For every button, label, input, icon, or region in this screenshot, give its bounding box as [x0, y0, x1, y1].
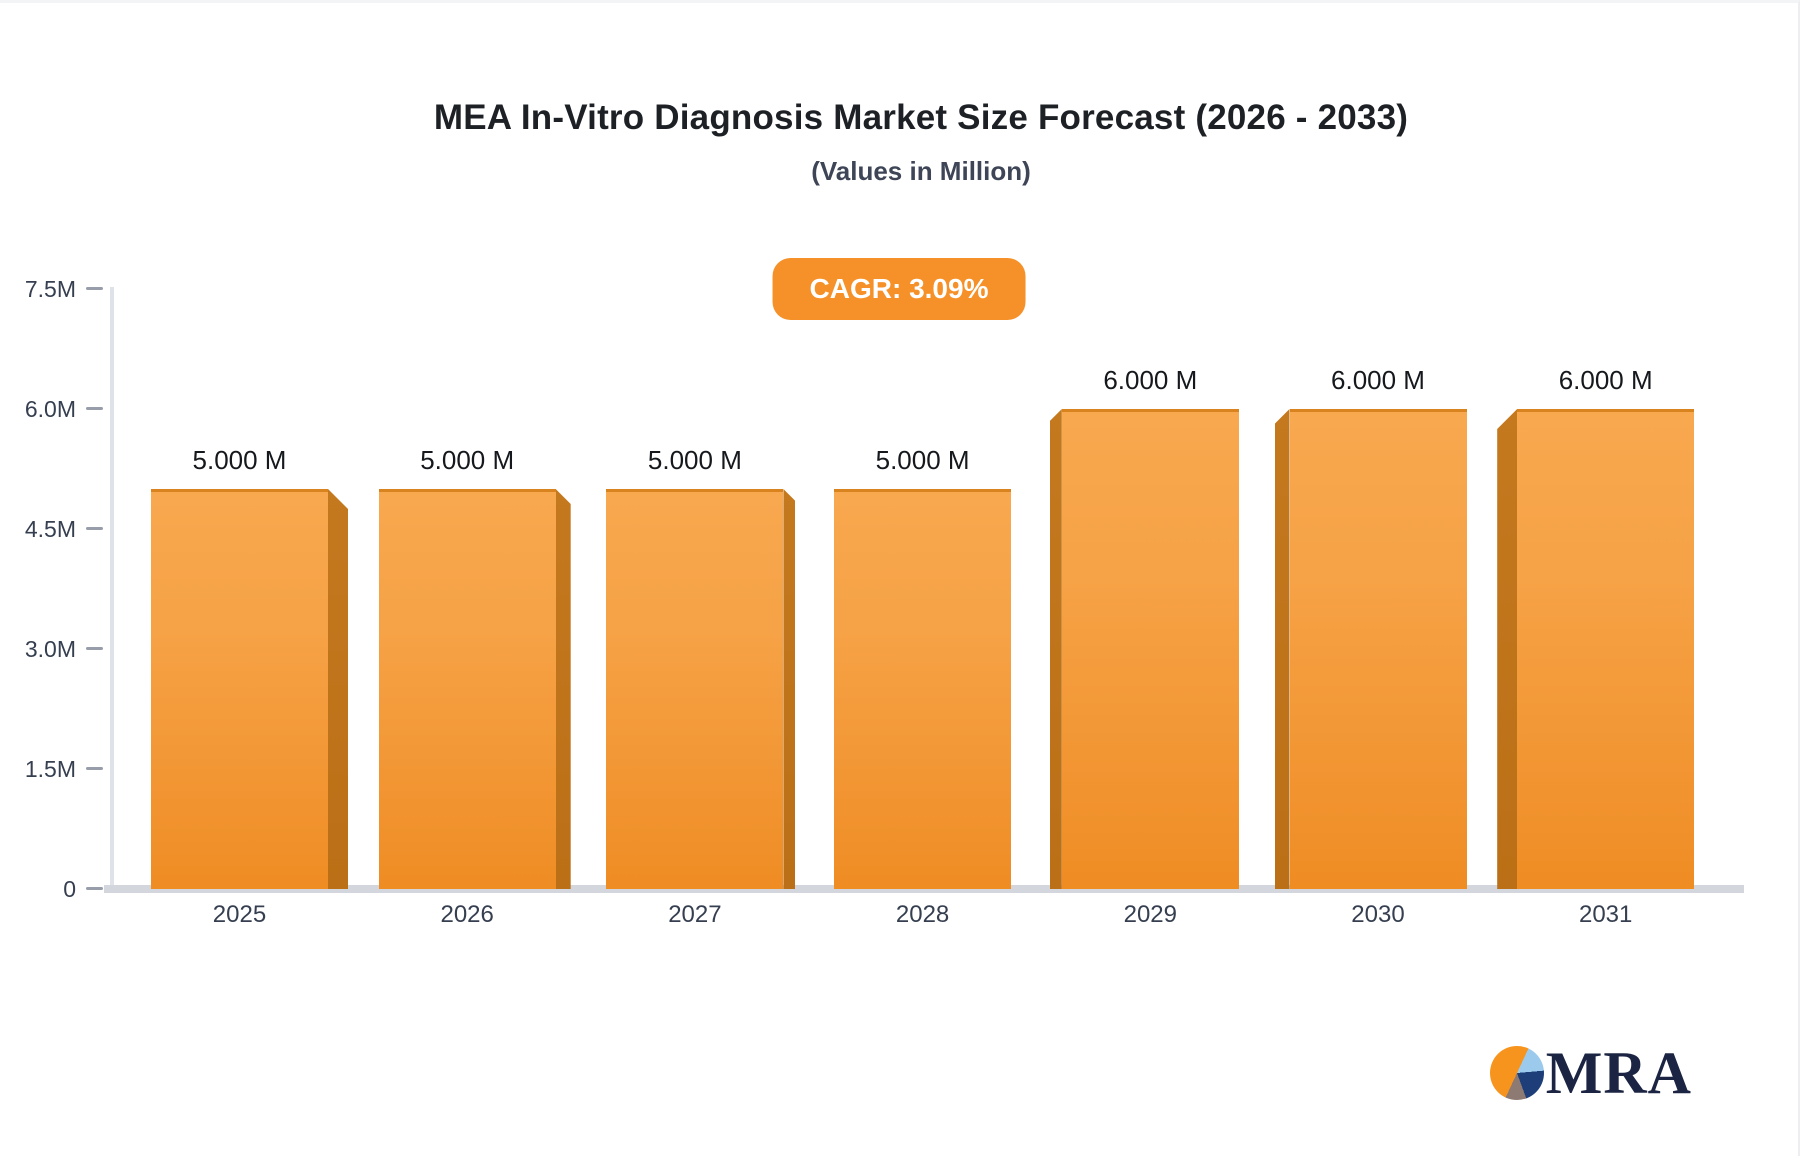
bar-side-shade [783, 489, 796, 889]
x-tick-label-2025: 2025 [212, 901, 267, 928]
bar-value-label-2026: 5.000 M [420, 445, 515, 475]
bar-side-shade [328, 489, 348, 889]
chart-header: MEA In-Vitro Diagnosis Market Size Forec… [44, 3, 1798, 187]
cagr-badge: CAGR: 3.09% [772, 258, 1026, 320]
y-tick-dash [86, 647, 103, 650]
logo-text: MRA [1545, 1040, 1692, 1106]
bar-value-label-2029: 6.000 M [1103, 365, 1198, 395]
bar-2031 [1517, 409, 1695, 889]
y-tick-dash [86, 887, 103, 890]
y-tick-dash [86, 287, 103, 290]
bar-side-shade [1049, 409, 1062, 889]
y-tick-dash [86, 767, 103, 770]
y-tick-label-6.0M: 6.0M [24, 396, 76, 422]
bar-side-shade [555, 489, 571, 889]
y-tick-label-7.5M: 7.5M [24, 276, 76, 302]
bar-2025 [151, 489, 328, 889]
y-tick-label-4.5M: 4.5M [24, 516, 76, 542]
bar-2029 [1061, 409, 1239, 889]
bar-2027 [606, 489, 784, 889]
chart-title: MEA In-Vitro Diagnosis Market Size Forec… [433, 98, 1409, 137]
bar-value-label-2031: 6.000 M [1558, 365, 1653, 395]
y-tick-label-0: 0 [63, 876, 76, 902]
y-tick-dash [86, 407, 103, 410]
x-tick-label-2028: 2028 [895, 901, 950, 928]
bar-side-shade [1497, 409, 1518, 889]
x-tick-label-2026: 2026 [440, 901, 494, 928]
chart-subtitle: (Values in Million) [811, 156, 1031, 186]
y-tick-dash [86, 527, 103, 530]
x-tick-label-2031: 2031 [1578, 901, 1633, 928]
x-tick-label-2027: 2027 [668, 901, 722, 928]
x-axis-baseline [104, 885, 1744, 893]
x-tick-label-2029: 2029 [1123, 901, 1177, 928]
bar-chart: 0 1.5M 3.0M 4.5M 6.0M 7.5M 5.000 M 2025 5.000 M 2… [0, 3, 1798, 1156]
bar-value-label-2027: 5.000 M [647, 445, 742, 475]
y-tick-label-3.0M: 3.0M [24, 636, 76, 662]
y-axis-line [110, 287, 114, 893]
bar-2030 [1289, 409, 1467, 889]
y-tick-label-1.5M: 1.5M [24, 756, 76, 782]
bar-2028 [834, 489, 1012, 889]
bar-side-shade [1274, 409, 1290, 889]
mra-logo: MRA [1489, 1040, 1692, 1106]
bar-value-label-2028: 5.000 M [875, 445, 970, 475]
x-tick-label-2030: 2030 [1351, 901, 1405, 928]
pie-chart-logo-icon [1489, 1046, 1544, 1100]
bar-value-label-2030: 6.000 M [1331, 365, 1425, 395]
bar-value-label-2025: 5.000 M [192, 445, 287, 475]
bar-2026 [378, 489, 556, 889]
